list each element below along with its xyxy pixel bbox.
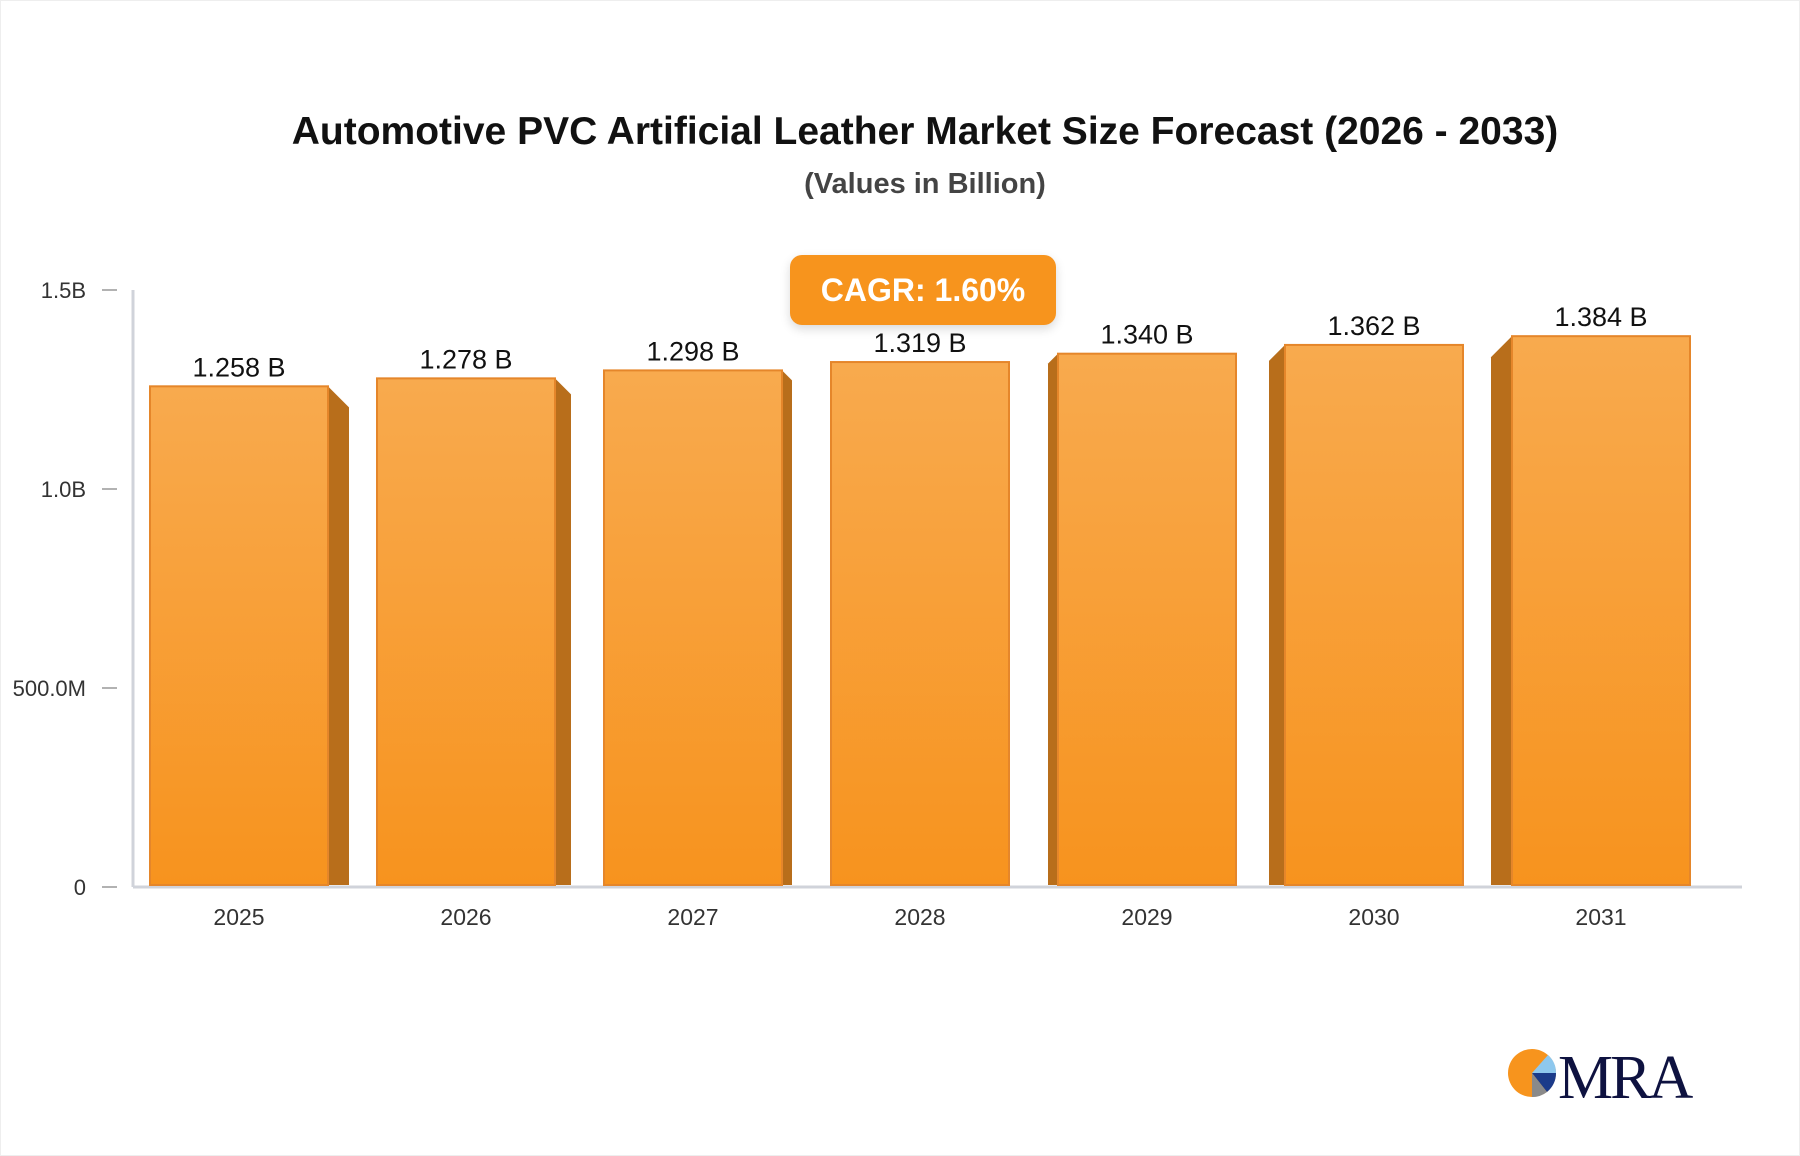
- x-tick-label: 2028: [894, 904, 945, 930]
- data-label: 1.258 B: [192, 352, 285, 382]
- cagr-badge: CAGR: 1.60%: [790, 255, 1056, 325]
- y-tick-label: 0: [74, 875, 86, 900]
- y-tick-label: 1.0B: [41, 477, 86, 502]
- bar-side: [328, 386, 349, 885]
- y-tick-label: 1.5B: [41, 278, 86, 303]
- mra-logo-icon: MRA: [1508, 1044, 1696, 1112]
- chart-subtitle: (Values in Billion): [804, 168, 1046, 200]
- bar: [376, 377, 556, 886]
- data-label: 1.278 B: [419, 344, 512, 374]
- x-tick-label: 2029: [1121, 904, 1172, 930]
- x-tick-label: 2030: [1348, 904, 1399, 930]
- y-tick-label: 500.0M: [13, 676, 86, 701]
- data-label: 1.384 B: [1554, 302, 1647, 332]
- bar-side: [1048, 353, 1058, 885]
- x-tick-label: 2031: [1575, 904, 1626, 930]
- bar: [1057, 352, 1237, 886]
- data-label: 1.298 B: [646, 336, 739, 366]
- x-tick-label: 2026: [440, 904, 491, 930]
- bar: [830, 361, 1010, 886]
- bar: [1284, 343, 1464, 886]
- bar-side: [782, 370, 792, 885]
- bar: [149, 385, 329, 886]
- mra-logo: MRA: [1505, 1040, 1705, 1112]
- bar-side: [1269, 344, 1285, 885]
- x-tick-label: 2025: [213, 904, 264, 930]
- bar: [1511, 335, 1691, 886]
- x-tick-label: 2027: [667, 904, 718, 930]
- data-label: 1.362 B: [1327, 311, 1420, 341]
- svg-text:MRA: MRA: [1558, 1044, 1693, 1105]
- data-label: 1.340 B: [1100, 320, 1193, 350]
- bar-side: [1491, 336, 1512, 886]
- bar: [603, 369, 783, 886]
- bar-side: [555, 378, 571, 885]
- chart-title: Automotive PVC Artificial Leather Market…: [291, 110, 1559, 153]
- data-label: 1.319 B: [873, 328, 966, 358]
